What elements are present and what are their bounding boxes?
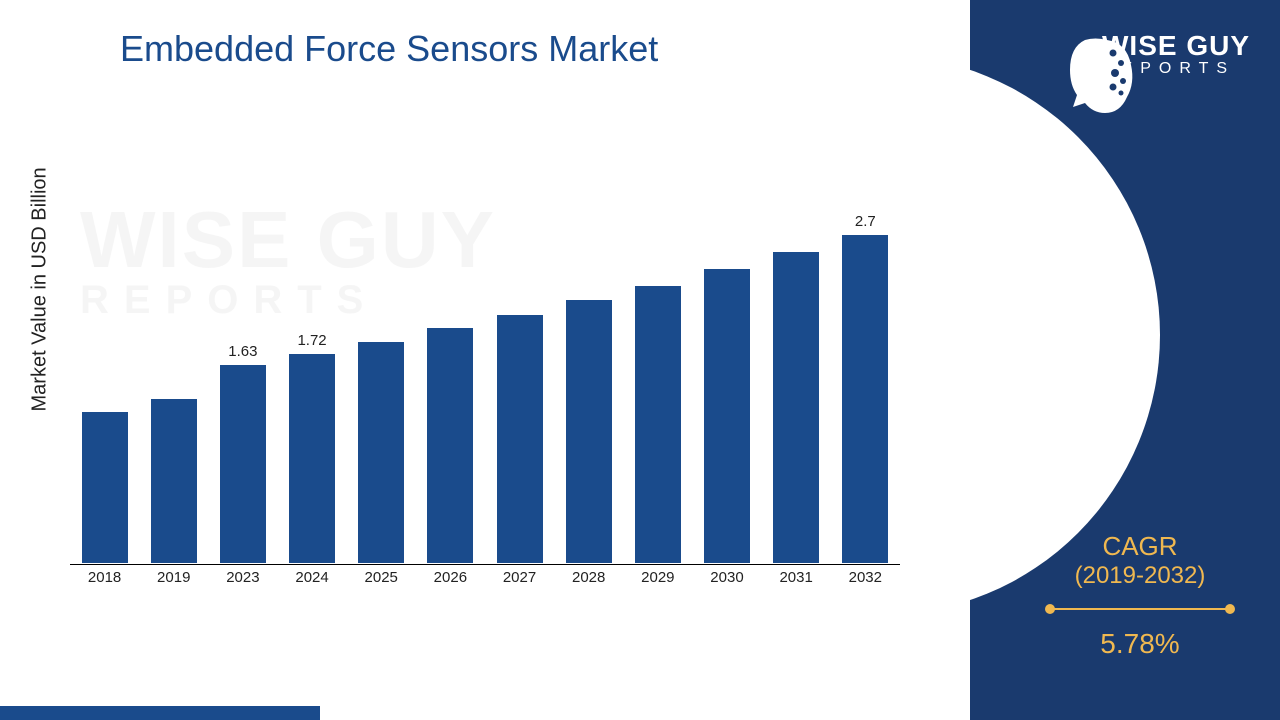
logo-head-icon (1065, 35, 1135, 115)
bar-group (75, 390, 135, 563)
x-axis-label: 2018 (75, 569, 135, 595)
chart-title: Embedded Force Sensors Market (120, 28, 658, 70)
x-axis-labels: 2018 2019 2023 2024 2025 2026 2027 2028 2029 2030… (70, 569, 900, 595)
bar-group (559, 278, 619, 563)
x-axis-label: 2029 (628, 569, 688, 595)
bar (704, 269, 750, 563)
bar-value-label: 1.63 (228, 343, 257, 361)
y-axis-label: Market Value in USD Billion (29, 167, 52, 411)
chart-baseline (70, 564, 900, 565)
main-chart-area: WISE GUY REPORTS Embedded Force Sensors … (0, 0, 970, 720)
cagr-title: CAGR (1050, 531, 1230, 562)
bar-chart: 1.63 1.72 2.7 2018 2019 2023 2024 2025 2026 2027… (70, 175, 900, 595)
bar-group (420, 306, 480, 563)
bar-value-label: 2.7 (855, 213, 876, 231)
bar-group (351, 320, 411, 563)
bar (289, 354, 335, 563)
bar-group (697, 247, 757, 563)
cagr-divider (1050, 608, 1230, 610)
bars-container: 1.63 1.72 2.7 (70, 175, 900, 563)
cagr-period: (2019-2032) (1050, 562, 1230, 590)
x-axis-label: 2031 (766, 569, 826, 595)
bottom-accent-bar (0, 706, 320, 720)
bar (427, 328, 473, 563)
cagr-value: 5.78% (1050, 628, 1230, 660)
bar (635, 286, 681, 563)
bar (497, 315, 543, 563)
bar (151, 399, 197, 563)
bar (566, 300, 612, 563)
bar (358, 342, 404, 563)
bar-value-label: 1.72 (297, 332, 326, 350)
bar (220, 365, 266, 563)
x-axis-label: 2025 (351, 569, 411, 595)
bar-group (490, 293, 550, 563)
x-axis-label: 2024 (282, 569, 342, 595)
bar (842, 235, 888, 564)
x-axis-label: 2019 (144, 569, 204, 595)
x-axis-label: 2030 (697, 569, 757, 595)
bar (773, 252, 819, 563)
bar-group (766, 230, 826, 563)
x-axis-label: 2027 (490, 569, 550, 595)
bar-group: 1.72 (282, 332, 342, 563)
cagr-block: CAGR (2019-2032) 5.78% (1050, 531, 1230, 660)
bar (82, 412, 128, 563)
x-axis-label: 2032 (835, 569, 895, 595)
x-axis-label: 2026 (420, 569, 480, 595)
bar-group (628, 264, 688, 563)
x-axis-label: 2028 (559, 569, 619, 595)
x-axis-label: 2023 (213, 569, 273, 595)
bar-group: 2.7 (835, 213, 895, 564)
bar-group (144, 377, 204, 563)
bar-group: 1.63 (213, 343, 273, 563)
